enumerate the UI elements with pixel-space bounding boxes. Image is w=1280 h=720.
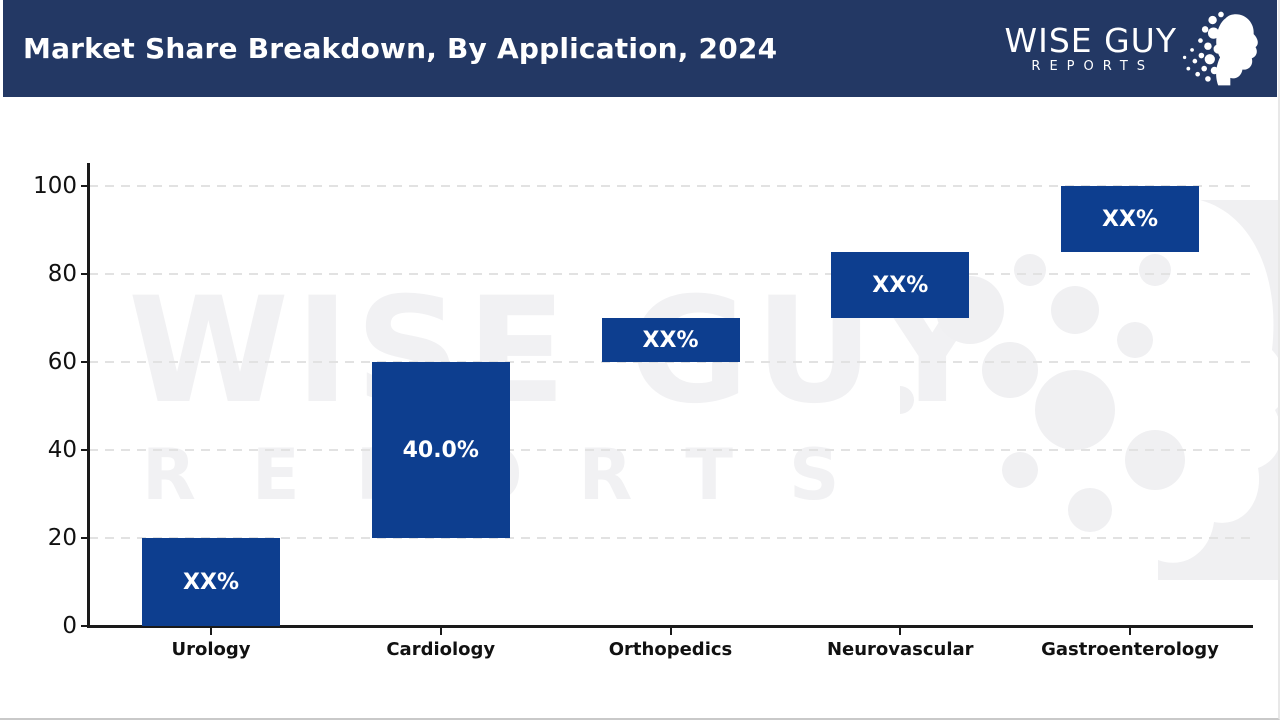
- y-gridline: [89, 537, 1253, 539]
- y-tick-label: 60: [47, 349, 77, 375]
- y-tick-label: 80: [47, 261, 77, 287]
- y-gridline: [89, 185, 1253, 187]
- y-tickmark: [81, 537, 89, 539]
- x-tickmark: [669, 628, 672, 635]
- bar: XX%: [601, 318, 740, 362]
- bar: 40.0%: [371, 362, 510, 538]
- y-axis-spine: [87, 163, 90, 628]
- logo-sub-label: REPORTS: [1031, 59, 1155, 74]
- bar: XX%: [1061, 186, 1199, 252]
- bar: XX%: [831, 252, 970, 318]
- x-category-label: Gastroenterology: [1041, 639, 1219, 660]
- x-category-label: Neurovascular: [826, 639, 974, 660]
- y-gridline: [89, 361, 1253, 363]
- x-category-label: Urology: [171, 639, 251, 660]
- logo-brand-label: WISE GUY: [1004, 21, 1177, 60]
- bar-value-label: XX%: [872, 272, 929, 298]
- logo-head-icon: [1182, 11, 1258, 85]
- x-category-label: Cardiology: [386, 639, 496, 660]
- y-gridline: [89, 273, 1253, 275]
- y-tickmark: [81, 625, 89, 627]
- x-tickmark: [439, 628, 442, 635]
- bar: XX%: [142, 538, 280, 626]
- page-title: Market Share Breakdown, By Application, …: [23, 32, 778, 65]
- y-tickmark: [81, 273, 89, 275]
- y-gridline: [89, 449, 1253, 451]
- x-category-label: Orthopedics: [608, 639, 733, 660]
- y-tickmark: [81, 449, 89, 451]
- x-tickmark: [1129, 628, 1131, 635]
- bar-value-label: XX%: [183, 569, 239, 595]
- x-tickmark: [899, 628, 902, 635]
- y-tickmark: [81, 185, 89, 187]
- y-tick-label: 100: [33, 173, 77, 199]
- bar-value-label: XX%: [642, 327, 699, 353]
- y-tick-label: 20: [47, 525, 77, 551]
- y-tick-label: 0: [62, 613, 77, 639]
- x-axis-spine: [87, 625, 1253, 628]
- wise-guy-logo: WISE GUY REPORTS: [1004, 7, 1263, 91]
- x-tickmark: [210, 628, 212, 635]
- bar-value-label: 40.0%: [402, 437, 479, 463]
- header-bar: Market Share Breakdown, By Application, …: [3, 0, 1277, 97]
- y-tickmark: [81, 361, 89, 363]
- bar-value-label: XX%: [1102, 206, 1158, 232]
- y-tick-label: 40: [47, 437, 77, 463]
- logo-text: WISE GUY REPORTS: [1004, 24, 1177, 73]
